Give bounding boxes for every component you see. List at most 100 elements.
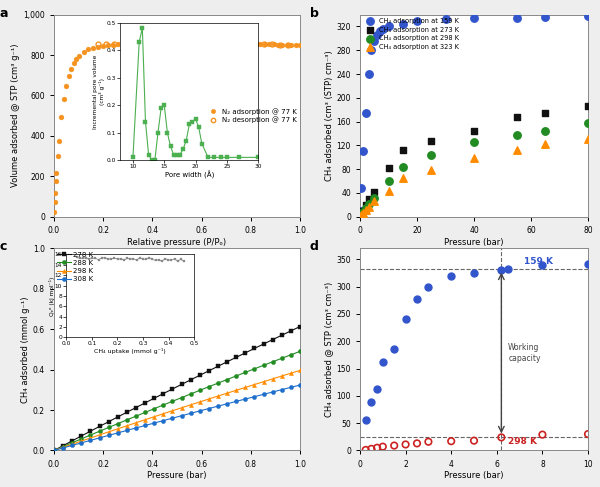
N₂ desorption @ 77 K [118,41,125,47]
308 K [123,428,130,433]
288 K [178,394,185,400]
CH₄ adsorption at 298 K [356,210,366,218]
288 K [123,417,130,423]
CH₄ adsorption at 323 K [364,203,373,210]
308 K [178,413,185,419]
X-axis label: Pressure (bar): Pressure (bar) [444,471,504,480]
288 K [296,348,304,354]
308 K [50,448,58,453]
Y-axis label: CH₄ adsorbed (cm³ (STP) cm⁻³): CH₄ adsorbed (cm³ (STP) cm⁻³) [325,50,334,181]
CH₄ adsorption at 273 K [541,109,550,116]
278 K [105,419,112,425]
Line: 298 K: 298 K [52,368,302,452]
298 K [269,376,276,382]
CH₄ adsorption at 273 K [469,127,479,134]
Point [497,266,506,274]
N₂ desorption @ 77 K [95,41,102,47]
CH₄ adsorption at 323 K [384,187,394,194]
288 K [78,436,85,442]
Point [583,260,593,267]
278 K [123,409,130,415]
CH₄ adsorption at 159 K [356,207,365,215]
298 K [260,379,267,385]
Line: N₂ desorption @ 77 K: N₂ desorption @ 77 K [96,41,290,47]
Y-axis label: Volume adsorbed @ STP (cm³ g⁻¹): Volume adsorbed @ STP (cm³ g⁻¹) [11,44,20,187]
278 K [233,355,240,360]
Point [367,398,376,406]
308 K [151,420,158,426]
278 K [169,386,176,392]
CH₄ adsorption at 159 K [356,184,366,192]
278 K [50,448,58,453]
288 K [87,432,94,438]
298 K [160,411,167,417]
278 K [224,359,231,365]
308 K [233,398,240,404]
CH₄ adsorption at 273 K [356,212,365,220]
N₂ desorption @ 77 K [134,41,142,47]
CH₄ adsorption at 159 K [358,148,368,155]
278 K [260,341,267,347]
CH₄ adsorption at 298 K [427,151,436,159]
CH₄ adsorption at 298 K [541,127,550,134]
CH₄ adsorption at 159 K [398,19,407,27]
278 K [287,328,295,334]
Point [469,269,479,277]
278 K [133,405,140,411]
288 K [260,362,267,368]
CH₄ adsorption at 298 K [364,200,373,207]
Point [389,346,399,354]
CH₄ adsorption at 159 K [541,13,550,21]
Point [538,261,547,269]
CH₄ adsorption at 159 K [378,25,388,33]
CH₄ adsorption at 159 K [375,27,385,35]
298 K [224,390,231,396]
N₂ adsorption @ 77 K [137,41,145,47]
CH₄ adsorption at 298 K [398,163,407,170]
Legend: N₂ adsorption @ 77 K, N₂ desorption @ 77 K: N₂ adsorption @ 77 K, N₂ desorption @ 77… [206,108,296,123]
Point [469,437,479,445]
298 K [187,402,194,408]
298 K [278,373,286,379]
CH₄ adsorption at 323 K [356,212,365,220]
CH₄ adsorption at 323 K [583,135,593,143]
CH₄ adsorption at 323 K [541,140,550,148]
298 K [169,408,176,413]
CH₄ adsorption at 159 K [469,14,479,22]
Point [401,441,410,449]
CH₄ adsorption at 159 K [364,70,373,78]
308 K [59,445,67,451]
288 K [233,373,240,379]
CH₄ adsorption at 159 K [412,17,422,24]
308 K [105,432,112,438]
288 K [278,356,286,361]
Point [361,446,371,454]
CH₄ adsorption at 298 K [370,194,379,202]
278 K [296,324,304,330]
N₂ desorption @ 77 K [126,41,133,47]
N₂ adsorption @ 77 K [50,209,58,215]
Line: 308 K: 308 K [52,383,302,452]
278 K [278,332,286,338]
298 K [242,384,249,390]
N₂ desorption @ 77 K [229,41,236,47]
288 K [224,376,231,382]
308 K [187,411,194,416]
288 K [251,366,258,372]
N₂ desorption @ 77 K [190,41,197,47]
CH₄ adsorption at 159 K [372,32,382,39]
308 K [214,403,221,409]
CH₄ adsorption at 273 K [398,146,407,154]
Legend: 278 K, 288 K, 298 K, 308 K: 278 K, 288 K, 298 K, 308 K [58,252,93,282]
288 K [105,425,112,431]
288 K [59,444,67,450]
Point [424,283,433,291]
308 K [260,392,267,397]
308 K [96,435,103,441]
N₂ desorption @ 77 K [110,41,118,47]
278 K [78,433,85,439]
X-axis label: Relative pressure (P/Pₒ): Relative pressure (P/Pₒ) [127,238,227,246]
308 K [296,382,304,388]
288 K [96,428,103,434]
288 K [242,370,249,375]
